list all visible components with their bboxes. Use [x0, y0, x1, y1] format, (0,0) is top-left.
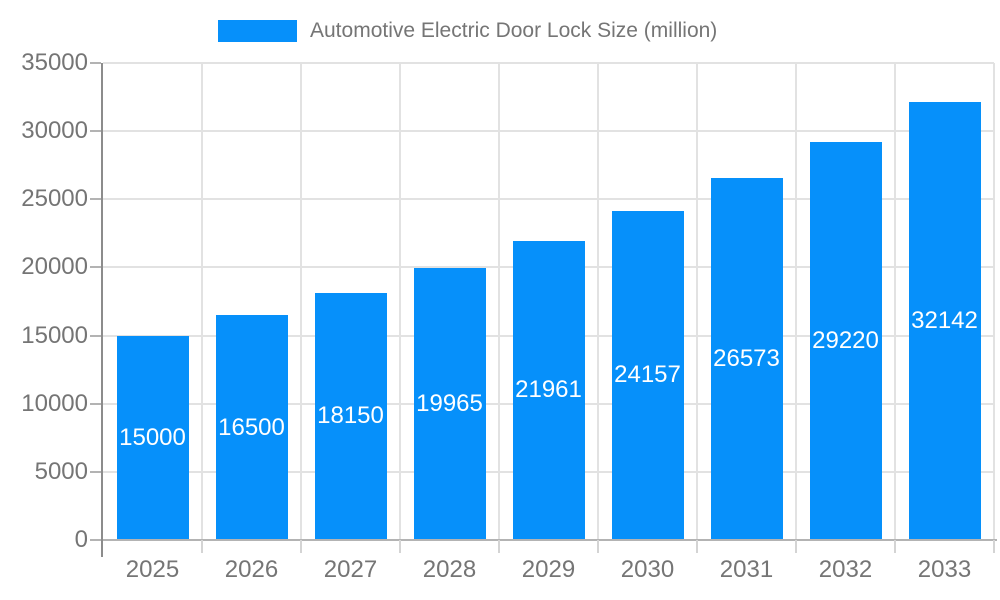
- bar-value-label: 19965: [416, 389, 483, 417]
- bar-value-label: 16500: [218, 413, 285, 441]
- bar: 15000: [116, 335, 189, 540]
- bar-value-label: 21961: [515, 376, 582, 404]
- y-axis-label: 15000: [21, 321, 88, 349]
- x-tick: [498, 540, 500, 553]
- x-tick: [300, 540, 302, 553]
- x-axis-label: 2027: [323, 556, 378, 583]
- y-tick: [90, 198, 101, 201]
- bar: 32142: [908, 101, 981, 540]
- bar-value-label: 24157: [614, 361, 681, 389]
- bar: 26573: [710, 177, 783, 540]
- x-axis-label: 2026: [224, 556, 279, 583]
- y-axis-label: 25000: [21, 185, 88, 213]
- bar: 18150: [314, 292, 387, 540]
- y-gridline: [103, 62, 994, 64]
- x-gridline: [201, 63, 203, 540]
- x-gridline: [597, 63, 599, 540]
- legend: Automotive Electric Door Lock Size (mill…: [218, 19, 717, 43]
- x-tick: [993, 540, 995, 553]
- x-tick: [894, 540, 896, 553]
- bar-value-label: 29220: [812, 326, 879, 354]
- x-tick: [795, 540, 797, 553]
- x-tick: [696, 540, 698, 553]
- bar-value-label: 32142: [911, 306, 978, 334]
- x-axis-label: 2033: [917, 556, 972, 583]
- y-tick: [90, 470, 101, 473]
- x-gridline: [399, 63, 401, 540]
- legend-swatch: [218, 20, 297, 42]
- legend-label: Automotive Electric Door Lock Size (mill…: [310, 19, 718, 42]
- y-axis-label: 35000: [21, 49, 88, 76]
- y-axis-label: 0: [74, 526, 88, 553]
- y-tick: [90, 402, 101, 405]
- y-tick: [90, 539, 101, 541]
- y-gridline: [103, 198, 994, 201]
- bar: 19965: [413, 267, 486, 540]
- x-gridline: [795, 63, 797, 540]
- bar-value-label: 15000: [119, 423, 186, 451]
- x-axis-label: 2032: [818, 556, 873, 583]
- bar-value-label: 26573: [713, 344, 780, 372]
- y-axis-label: 10000: [21, 389, 88, 417]
- y-tick: [90, 266, 101, 269]
- x-axis-line: [103, 539, 997, 541]
- bar: 16500: [215, 315, 288, 540]
- y-axis-line: [101, 63, 103, 557]
- x-axis-label: 2030: [620, 556, 675, 583]
- x-tick: [597, 540, 599, 553]
- x-axis-label: 2025: [125, 556, 180, 583]
- y-axis-label: 5000: [34, 457, 88, 485]
- bar-value-label: 18150: [317, 402, 384, 430]
- x-axis-label: 2031: [719, 556, 774, 583]
- x-tick: [201, 540, 203, 553]
- x-gridline: [498, 63, 500, 540]
- x-gridline: [894, 63, 896, 540]
- x-gridline: [696, 63, 698, 540]
- y-tick: [90, 334, 101, 337]
- x-tick: [399, 540, 401, 553]
- x-gridline: [300, 63, 302, 540]
- y-gridline: [103, 130, 994, 133]
- bar: 29220: [809, 141, 882, 540]
- x-axis-label: 2028: [422, 556, 477, 583]
- y-tick: [90, 62, 101, 64]
- x-axis-label: 2029: [521, 556, 576, 583]
- y-axis-label: 20000: [21, 253, 88, 281]
- x-gridline: [993, 63, 995, 540]
- y-tick: [90, 130, 101, 133]
- bar: 24157: [611, 210, 684, 540]
- bar: 21961: [512, 240, 585, 540]
- y-axis-label: 30000: [21, 117, 88, 145]
